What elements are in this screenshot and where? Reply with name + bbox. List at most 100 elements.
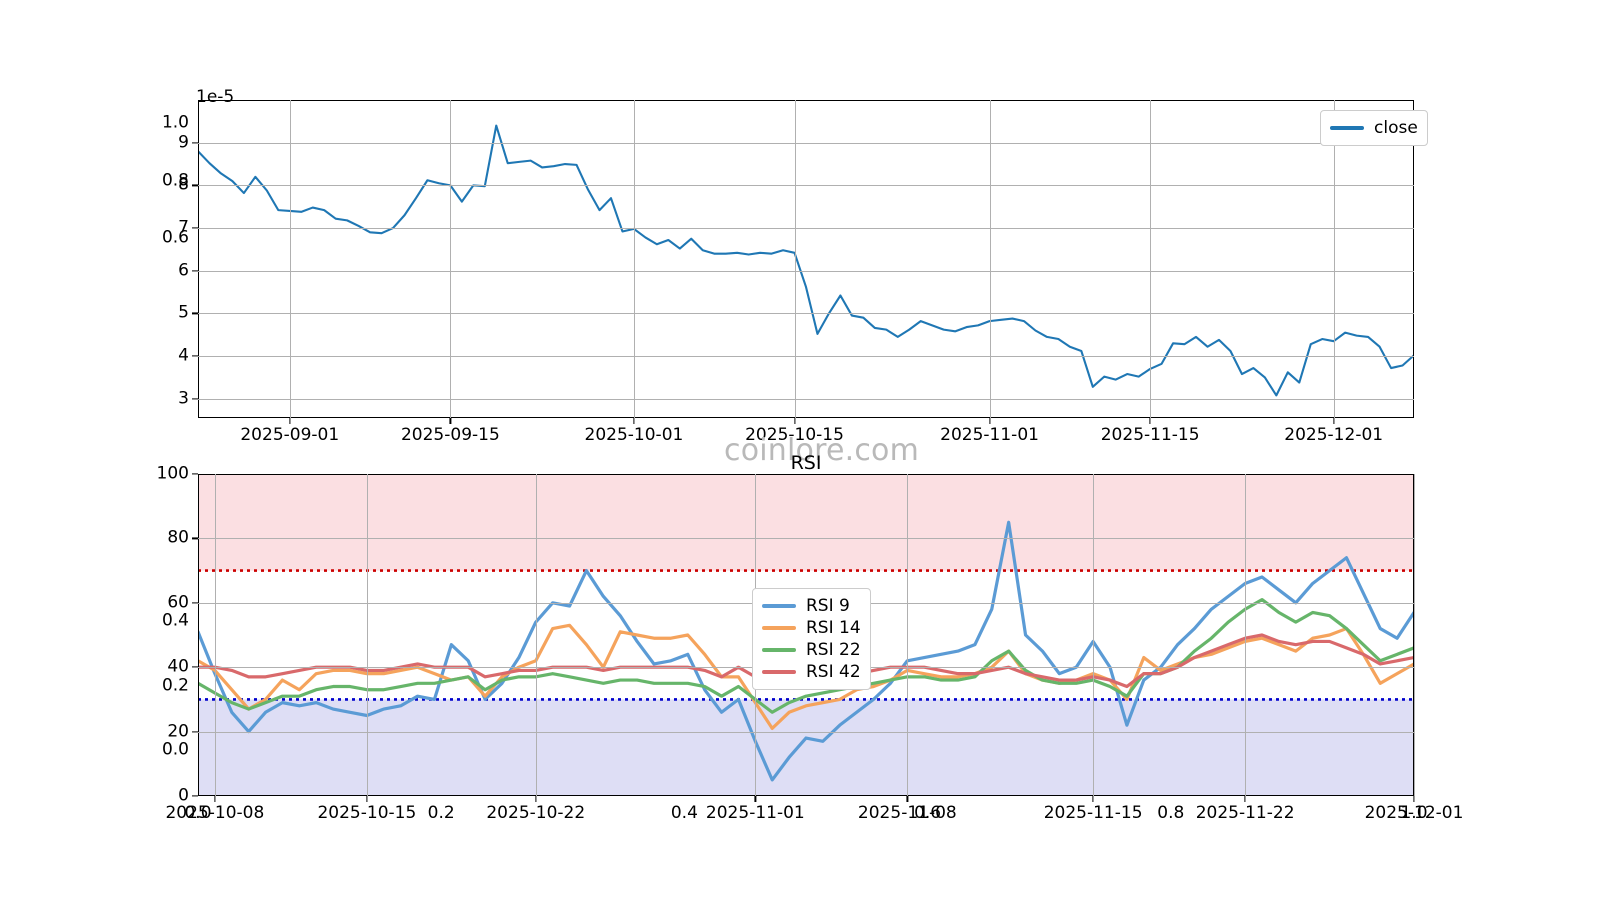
legend-swatch-icon bbox=[1330, 126, 1364, 130]
rsi-y-tick-mark bbox=[192, 602, 198, 604]
price-x-tick-label: 2025-11-01 bbox=[940, 425, 1039, 445]
rsi-x-tick-mark bbox=[366, 796, 368, 802]
rsi-x-tick-label: 2025-10-08 bbox=[165, 803, 265, 823]
price-y-tick-mark bbox=[192, 270, 198, 272]
rsi-chart-axes: 100 80 60 40 20 0 0.4 0.2 0.0 2025-10-08 2025-10-1… bbox=[157, 465, 1464, 822]
rsi-x-tick-label: 2025-11-22 bbox=[1195, 803, 1295, 823]
rsi-y-tick-label: 80 bbox=[167, 527, 189, 548]
rsi-legend[interactable]: RSI 9 RSI 14 RSI 22 RSI 42 bbox=[752, 588, 871, 690]
price-gridline-h bbox=[198, 398, 1414, 400]
price-x-tick-mark bbox=[449, 418, 451, 424]
price-y-tick-label: 3 bbox=[178, 388, 189, 409]
legend-swatch-icon bbox=[762, 626, 796, 630]
price-series-svg bbox=[198, 124, 1414, 397]
rsi-y-tick-label: 0 bbox=[178, 785, 189, 806]
price-axes-frame bbox=[198, 100, 1414, 418]
price-x-tick-label: 2025-10-01 bbox=[584, 425, 684, 445]
price-x-tick-mark bbox=[793, 418, 796, 424]
price-y-tick-mark bbox=[192, 142, 198, 144]
rsi-x-tick-label: 2025-11-15 bbox=[1043, 803, 1143, 823]
price-x-tick-mark bbox=[633, 418, 635, 424]
price-gridline-h bbox=[198, 356, 1414, 358]
rsi-y-tick-label: 60 bbox=[167, 592, 189, 613]
rsi-x-tick-label: 2025-12-01 bbox=[1364, 803, 1464, 823]
legend-swatch-icon bbox=[762, 604, 796, 608]
rsi-gridline-v bbox=[1414, 474, 1415, 796]
legend-swatch-icon bbox=[762, 670, 796, 674]
price-y-tick-mark bbox=[192, 355, 198, 357]
price-gridline-v bbox=[1150, 100, 1152, 418]
rsi-gridline-v bbox=[1245, 474, 1247, 796]
legend-label: close bbox=[1374, 117, 1418, 138]
legend-label: RSI 22 bbox=[806, 639, 861, 660]
price-x-tick-mark bbox=[289, 418, 291, 424]
rsi-gridline-h bbox=[198, 731, 1414, 733]
price-x-tick-label: 2025-12-01 bbox=[1284, 425, 1384, 445]
price-x-tick-label: 2025-10-15 bbox=[745, 425, 844, 445]
rsi-y-tick-ghost-label: 0.2 bbox=[161, 675, 189, 696]
rsi-legend-item[interactable]: RSI 9 bbox=[762, 595, 861, 617]
price-y-tick-label: 5 bbox=[178, 302, 189, 323]
rsi-x-tick-label: 2025-10-15 bbox=[317, 803, 417, 823]
price-x-tick-label: 2025-09-15 bbox=[400, 425, 500, 445]
price-y-tick-mark bbox=[192, 184, 198, 186]
rsi-legend-item[interactable]: RSI 14 bbox=[762, 617, 861, 639]
legend-label: RSI 14 bbox=[806, 617, 861, 638]
legend-label: RSI 9 bbox=[806, 595, 850, 616]
price-gridline-v bbox=[1333, 100, 1335, 418]
rsi-gridline-v bbox=[1093, 474, 1095, 796]
rsi-x-tick-mark bbox=[1244, 796, 1246, 802]
rsi-x-tick-ghost-label: 1.0 bbox=[1400, 803, 1428, 823]
price-y-tick-mark bbox=[192, 398, 198, 400]
price-gridline-v bbox=[989, 100, 991, 418]
rsi-x-tick-mark bbox=[754, 796, 756, 802]
price-y-tick-label: 9 bbox=[178, 132, 189, 153]
price-axis-offset-text: 1e-5 bbox=[196, 87, 235, 107]
rsi-gridline-v bbox=[366, 474, 368, 796]
rsi-x-tick-mark bbox=[906, 796, 908, 802]
price-x-tick-label: 2025-09-01 bbox=[240, 425, 340, 445]
rsi-legend-item[interactable]: RSI 22 bbox=[762, 639, 861, 661]
price-y-tick-label: 7 bbox=[178, 217, 189, 238]
price-gridline-h bbox=[198, 142, 1414, 144]
rsi-gridline-h bbox=[198, 538, 1414, 540]
rsi-x-tick-label: 2025-11-08 bbox=[857, 803, 957, 823]
price-gridline-v bbox=[289, 100, 291, 418]
rsi-legend-item[interactable]: RSI 42 bbox=[762, 661, 861, 683]
rsi-y-tick-mark bbox=[192, 537, 198, 539]
rsi-panel-title: RSI bbox=[790, 452, 822, 474]
rsi-plot-area bbox=[198, 474, 1414, 796]
price-gridline-h bbox=[198, 228, 1414, 230]
rsi-y-tick-label: 40 bbox=[167, 656, 189, 677]
rsi-y-tick-mark bbox=[192, 795, 198, 797]
price-y-tick-label: 6 bbox=[178, 260, 189, 281]
rsi-x-tick-mark bbox=[535, 796, 537, 802]
watermark-coinlore: coinlore.com bbox=[724, 433, 920, 468]
rsi-gridline-v bbox=[907, 474, 909, 796]
rsi-gridline-v bbox=[535, 474, 537, 796]
price-gridline-h bbox=[198, 270, 1414, 272]
rsi-x-tick-mark bbox=[214, 796, 216, 802]
rsi-x-tick-ghost-label: 0.6 bbox=[914, 803, 942, 823]
rsi-axes-frame bbox=[198, 474, 1414, 796]
price-x-tick-mark bbox=[1333, 418, 1335, 424]
rsi-x-tick-ghost-label: 0.2 bbox=[427, 803, 455, 823]
price-gridline-h bbox=[198, 185, 1414, 187]
rsi-x-tick-ghost-label: 0.4 bbox=[670, 803, 698, 823]
rsi-gridline-v bbox=[214, 474, 216, 796]
price-x-tick-label: 2025-11-15 bbox=[1100, 425, 1200, 445]
rsi-y-tick-mark bbox=[192, 731, 198, 733]
legend-label: RSI 42 bbox=[806, 661, 861, 682]
price-x-tick-mark bbox=[988, 418, 991, 424]
price-chart-axes: 9 8 7 6 5 4 3 1.0 0.8 0.6 2025-09-01 2025-09-15 2025… bbox=[162, 100, 1414, 444]
price-gridline-h bbox=[198, 313, 1414, 315]
rsi-y-tick-ghost-label: 0.4 bbox=[161, 610, 189, 631]
price-y-tick-label: 4 bbox=[178, 345, 189, 366]
price-legend[interactable]: close bbox=[1320, 110, 1428, 146]
rsi-y-tick-label: 100 bbox=[156, 463, 189, 484]
price-legend-item[interactable]: close bbox=[1330, 117, 1418, 139]
price-y-tick-ghost-label: 0.6 bbox=[161, 227, 189, 248]
rsi-y-tick-ghost-label: 0.0 bbox=[161, 739, 189, 760]
price-y-tick-label: 8 bbox=[178, 174, 189, 195]
